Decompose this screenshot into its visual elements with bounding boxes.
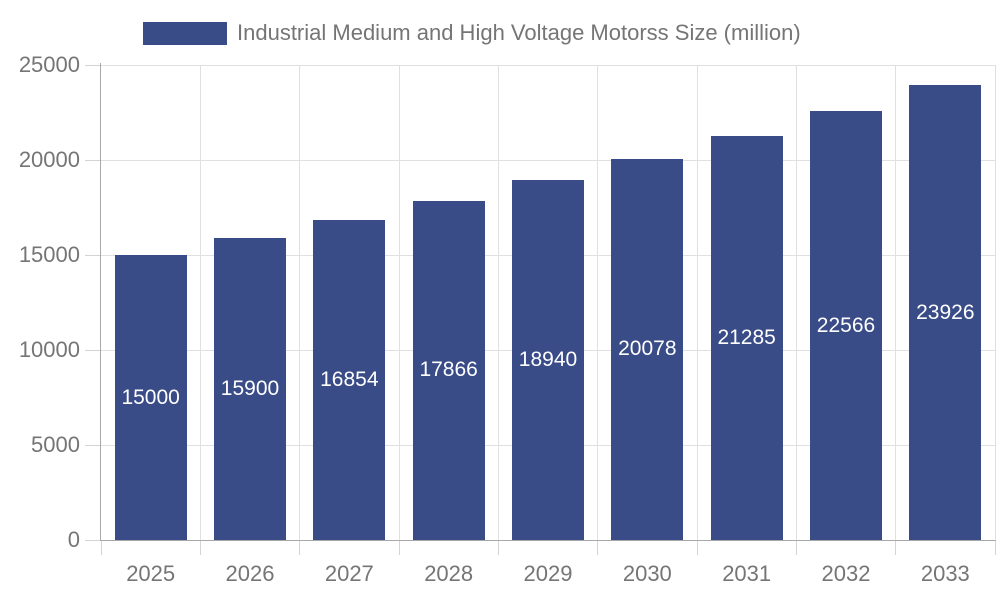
y-axis-tick-label: 25000 — [18, 52, 80, 77]
bar: 20078 — [611, 158, 684, 540]
bar: 15000 — [114, 255, 187, 540]
bar-value-label: 23926 — [916, 300, 975, 324]
x-axis-tick-label: 2025 — [126, 561, 176, 586]
x-axis-tick — [895, 541, 897, 555]
x-axis-tick-label: 2030 — [622, 561, 672, 586]
y-axis-tick — [85, 444, 100, 446]
bar-value-label: 17866 — [419, 358, 478, 382]
gridline-vertical — [597, 65, 599, 540]
x-axis-tick-label: 2033 — [920, 561, 970, 586]
x-axis-tick — [497, 541, 499, 555]
y-axis-tick-label: 0 — [67, 527, 80, 552]
x-axis-tick — [398, 541, 400, 555]
bar: 22566 — [810, 111, 882, 540]
x-axis-tick-label: 2026 — [225, 561, 275, 586]
y-axis-tick-label: 5000 — [31, 432, 80, 457]
gridline-vertical — [895, 65, 897, 540]
y-axis-tick — [85, 539, 100, 541]
y-axis-tick-label: 20000 — [18, 147, 80, 172]
gridline-vertical — [398, 65, 400, 540]
legend-swatch — [143, 21, 227, 45]
y-axis-tick — [85, 64, 100, 66]
bar: 17866 — [412, 200, 485, 540]
x-axis-tick — [199, 541, 201, 555]
bar: 23926 — [909, 85, 982, 540]
bar-value-label: 22566 — [816, 313, 876, 337]
x-axis-tick — [597, 541, 599, 555]
y-axis-tick — [85, 349, 100, 351]
x-axis-tick-label: 2032 — [821, 561, 871, 586]
gridline-vertical — [994, 65, 996, 540]
bar: 16854 — [313, 219, 386, 540]
bar: 21285 — [710, 135, 783, 540]
x-axis-tick-label: 2028 — [424, 561, 474, 586]
bar-value-label: 15000 — [121, 385, 180, 409]
y-axis-tick — [85, 159, 100, 161]
bar-value-label: 18940 — [518, 348, 578, 372]
x-axis-tick — [696, 541, 698, 555]
x-axis-tick — [100, 541, 102, 555]
gridline-vertical — [199, 65, 201, 540]
x-axis-tick-label: 2027 — [324, 561, 374, 586]
gridline-vertical — [795, 65, 797, 540]
gridline-horizontal — [101, 159, 995, 161]
y-axis-line — [99, 63, 101, 541]
bar-value-label: 20078 — [618, 337, 677, 361]
x-axis-tick-label: 2031 — [722, 561, 772, 586]
bar-value-label: 16854 — [320, 367, 379, 391]
gridline-vertical — [299, 65, 301, 540]
gridline-horizontal — [101, 64, 995, 66]
y-axis-tick — [85, 254, 100, 256]
x-axis-tick — [994, 541, 996, 555]
y-axis-tick-label: 10000 — [18, 337, 80, 362]
x-axis-tick — [299, 541, 301, 555]
gridline-vertical — [696, 65, 698, 540]
y-axis-tick-label: 15000 — [18, 242, 80, 267]
bar-value-label: 15900 — [220, 376, 280, 400]
legend-label: Industrial Medium and High Voltage Motor… — [237, 20, 801, 45]
plot-area: 15000 15900 16854 17866 18940 20078 21285 22566… — [101, 64, 996, 540]
x-axis-tick-label: 2029 — [523, 561, 573, 586]
x-axis-tick — [795, 541, 797, 555]
bar: 18940 — [512, 180, 584, 540]
bar-value-label: 21285 — [717, 325, 776, 349]
bar: 15900 — [214, 237, 286, 540]
gridline-vertical — [497, 65, 499, 540]
x-axis-line — [99, 539, 996, 541]
legend: Industrial Medium and High Voltage Motor… — [143, 19, 801, 47]
